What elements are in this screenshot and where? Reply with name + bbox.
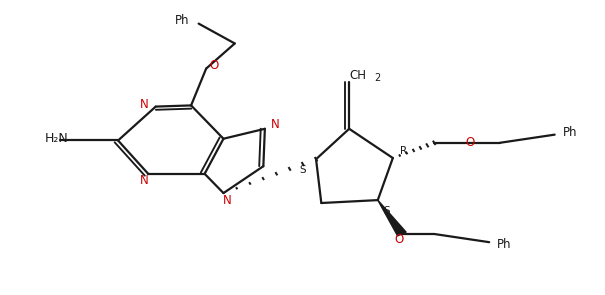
Text: 2: 2 [374,73,381,83]
Text: S: S [299,165,306,175]
Text: O: O [465,136,474,149]
Text: O: O [394,233,404,246]
Polygon shape [378,200,406,236]
Text: N: N [271,118,280,131]
Text: H₂N: H₂N [44,132,68,145]
Text: N: N [223,194,232,207]
Text: N: N [140,98,149,111]
Text: S: S [384,206,390,216]
Text: N: N [140,174,149,187]
Text: Ph: Ph [175,14,189,27]
Text: CH: CH [350,68,367,81]
Text: O: O [209,59,218,72]
Text: R: R [400,146,407,156]
Text: Ph: Ph [563,126,577,139]
Text: Ph: Ph [497,238,511,251]
